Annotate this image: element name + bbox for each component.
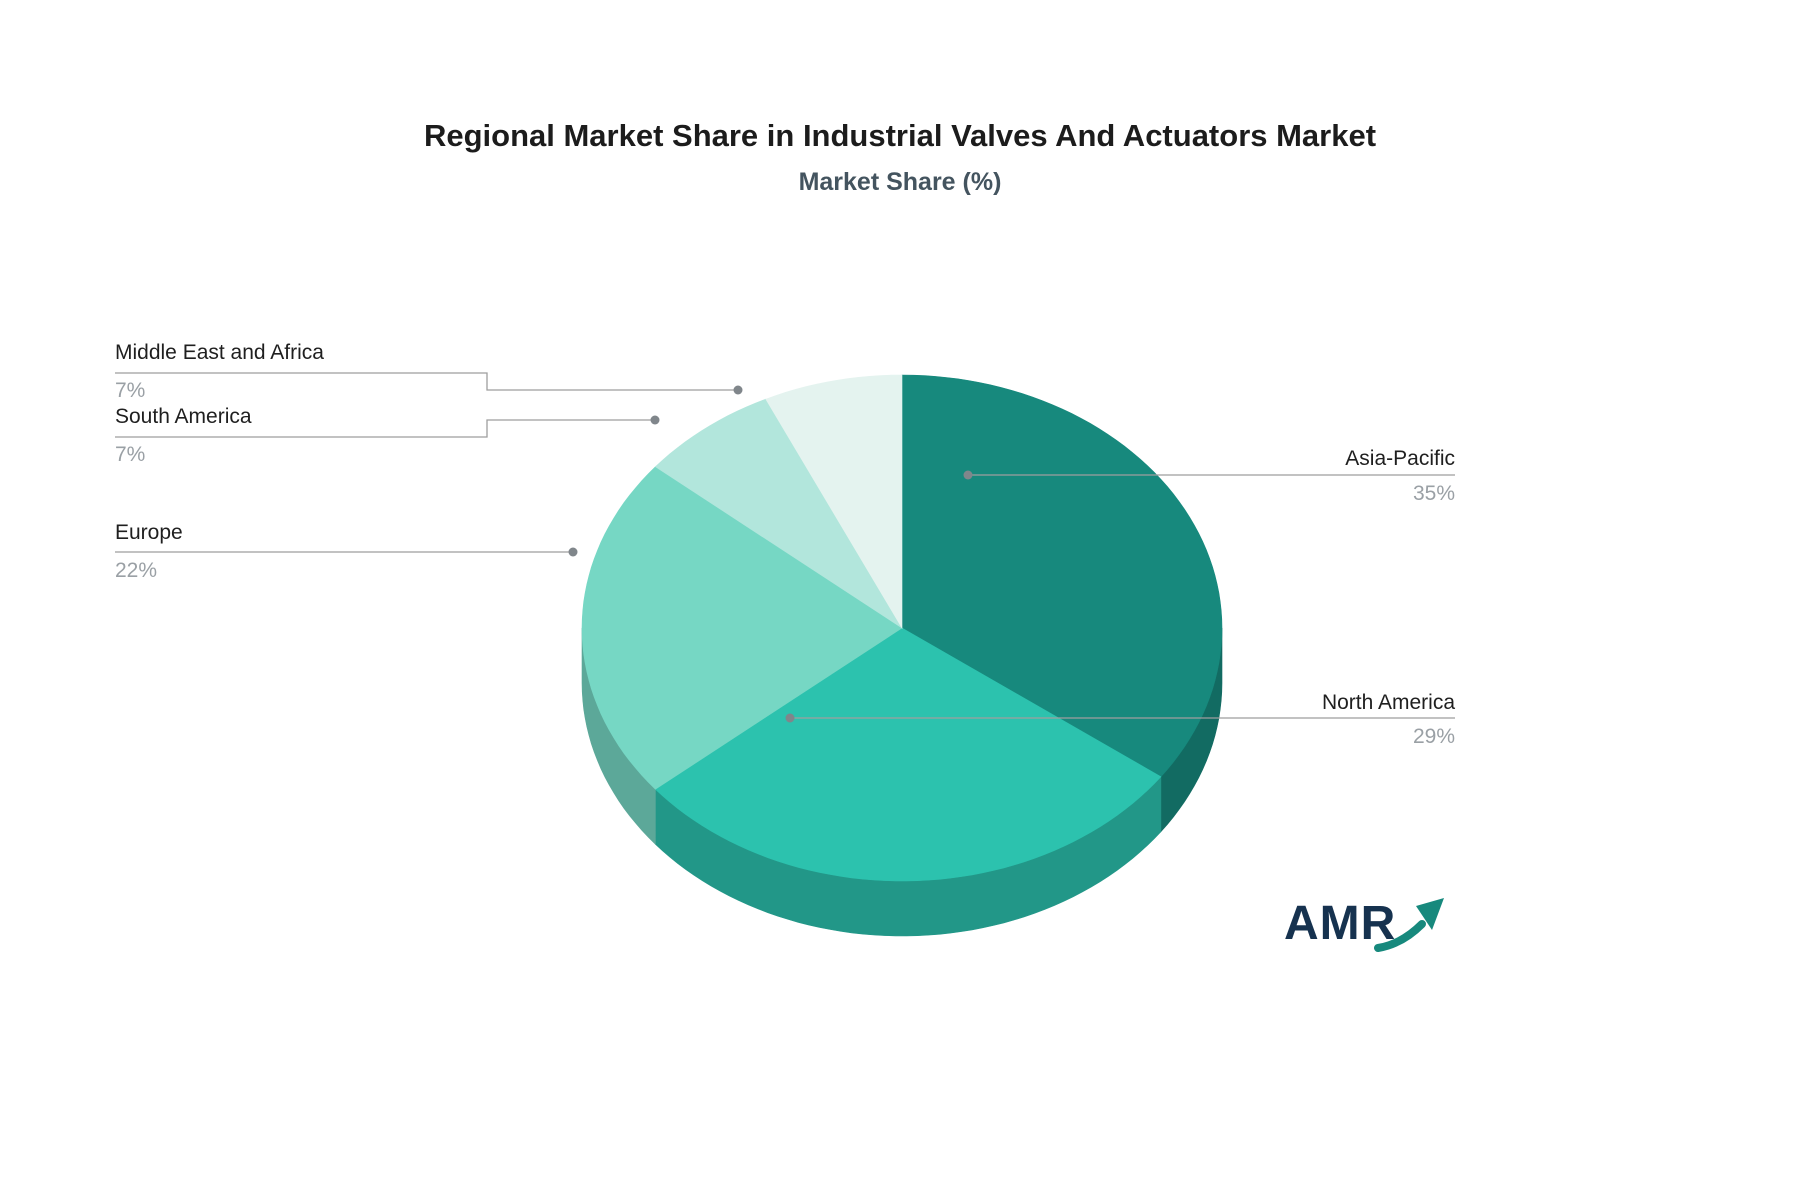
slice-value-middle-east-and-africa: 7% xyxy=(115,379,146,402)
slice-value-europe: 22% xyxy=(115,559,158,582)
leader-dot-north-america xyxy=(785,713,795,723)
leader-dot-south-america xyxy=(650,415,660,425)
amr-logo-arrow-icon xyxy=(1374,898,1445,952)
slice-value-asia-pacific: 35% xyxy=(1412,482,1455,505)
slice-label-asia-pacific: Asia-Pacific xyxy=(1345,447,1455,470)
amr-logo: AMR xyxy=(1284,896,1448,956)
leader-dot-asia-pacific xyxy=(963,470,973,480)
pie-slice-europe xyxy=(581,466,903,790)
amr-logo-text: AMR xyxy=(1284,897,1397,950)
leader-line-middle-east-and-africa xyxy=(115,372,738,391)
slice-value-north-america: 29% xyxy=(1412,725,1455,748)
pie-slice-north-america xyxy=(654,627,1162,882)
chart-title: Regional Market Share in Industrial Valv… xyxy=(423,118,1377,153)
leader-dot-middle-east-and-africa xyxy=(733,385,743,395)
pie-slice-middle-east-and-africa xyxy=(765,374,903,630)
slice-label-south-america: South America xyxy=(115,405,252,428)
slice-label-north-america: North America xyxy=(1321,691,1455,714)
slice-label-europe: Europe xyxy=(115,521,183,544)
slice-value-south-america: 7% xyxy=(115,443,146,466)
pie-slice-south-america xyxy=(654,398,903,629)
slice-label-middle-east-and-africa: Middle East and Africa xyxy=(115,341,324,364)
chart-subtitle: Market Share (%) xyxy=(798,168,1002,196)
leader-line-south-america xyxy=(115,419,655,438)
leader-dot-europe xyxy=(568,547,578,557)
